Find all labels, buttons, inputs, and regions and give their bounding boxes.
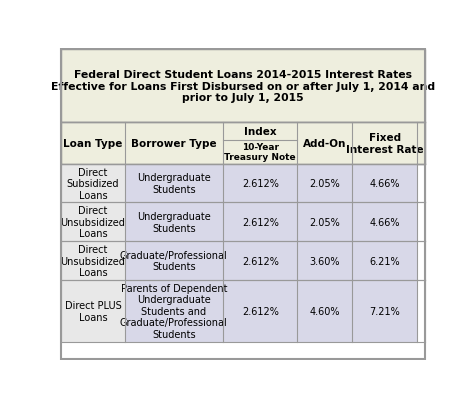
Bar (298, 164, 352, 203)
Bar (352, 280, 418, 342)
Bar (352, 164, 418, 203)
Text: Direct
Subsidized
Loans: Direct Subsidized Loans (67, 167, 119, 200)
Text: 2.05%: 2.05% (310, 179, 340, 189)
Bar (61, 50, 425, 123)
Text: 2.612%: 2.612% (242, 306, 279, 316)
Bar (61, 203, 125, 241)
Bar (61, 123, 425, 164)
Text: Borrower Type: Borrower Type (131, 139, 217, 149)
Bar (223, 164, 298, 203)
Text: 4.60%: 4.60% (310, 306, 340, 316)
Bar (61, 164, 125, 203)
Text: Undergraduate
Students: Undergraduate Students (137, 211, 211, 233)
Text: 4.66%: 4.66% (370, 217, 400, 227)
Bar (352, 203, 418, 241)
Text: Direct PLUS
Loans: Direct PLUS Loans (64, 300, 121, 322)
Text: 3.60%: 3.60% (310, 256, 340, 266)
Bar (125, 241, 223, 280)
Text: Direct
Unsubsidized
Loans: Direct Unsubsidized Loans (61, 244, 125, 277)
Bar (61, 280, 125, 342)
Text: Graduate/Professional
Students: Graduate/Professional Students (120, 250, 228, 272)
Bar (298, 241, 352, 280)
Bar (298, 280, 352, 342)
Text: 7.21%: 7.21% (369, 306, 400, 316)
Text: 2.612%: 2.612% (242, 217, 279, 227)
Text: 6.21%: 6.21% (369, 256, 400, 266)
Text: 4.66%: 4.66% (370, 179, 400, 189)
Text: Federal Direct Student Loans 2014-2015 Interest Rates
Effective for Loans First : Federal Direct Student Loans 2014-2015 I… (51, 70, 435, 103)
Bar (223, 280, 298, 342)
Bar (61, 241, 125, 280)
Text: Parents of Dependent
Undergraduate
Students and
Graduate/Professional
Students: Parents of Dependent Undergraduate Stude… (120, 283, 228, 339)
Text: 2.612%: 2.612% (242, 179, 279, 189)
Text: Undergraduate
Students: Undergraduate Students (137, 173, 211, 194)
Text: 2.612%: 2.612% (242, 256, 279, 266)
Bar (125, 164, 223, 203)
Text: 10-Year
Treasury Note: 10-Year Treasury Note (224, 143, 296, 162)
Text: Fixed
Interest Rate: Fixed Interest Rate (346, 133, 424, 154)
Text: Direct
Unsubsidized
Loans: Direct Unsubsidized Loans (61, 206, 125, 239)
Bar (298, 203, 352, 241)
Bar (125, 203, 223, 241)
Bar (125, 280, 223, 342)
Text: Index: Index (244, 126, 276, 136)
Bar (223, 241, 298, 280)
Bar (223, 203, 298, 241)
Text: 2.05%: 2.05% (310, 217, 340, 227)
Bar (352, 241, 418, 280)
Text: Loan Type: Loan Type (63, 139, 123, 149)
Text: Add-On: Add-On (303, 139, 346, 149)
